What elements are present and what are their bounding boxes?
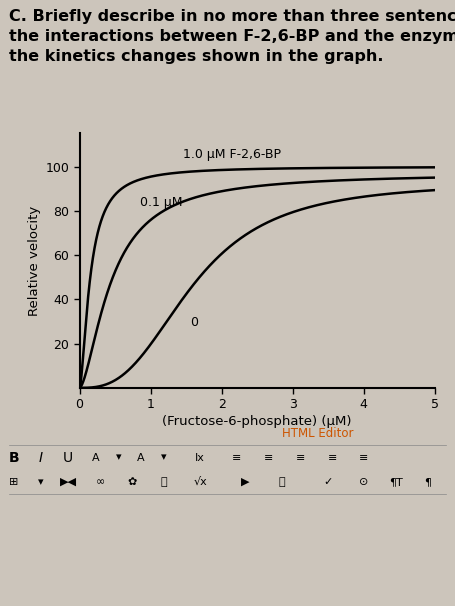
- Text: 🔗: 🔗: [279, 477, 285, 487]
- Text: HTML Editor: HTML Editor: [282, 427, 354, 440]
- Text: Ix: Ix: [195, 453, 205, 462]
- X-axis label: (Fructose-6-phosphate) (μM): (Fructose-6-phosphate) (μM): [162, 416, 352, 428]
- Text: ▶◀: ▶◀: [60, 477, 77, 487]
- Text: 0.1 μM: 0.1 μM: [140, 196, 182, 209]
- Text: ▾: ▾: [161, 453, 167, 462]
- Y-axis label: Relative velocity: Relative velocity: [28, 205, 41, 316]
- Text: ≡: ≡: [296, 453, 305, 462]
- Text: ≡: ≡: [264, 453, 273, 462]
- Text: U: U: [63, 450, 73, 465]
- Text: ∞: ∞: [96, 477, 105, 487]
- Text: ✿: ✿: [127, 477, 136, 487]
- Text: ¶T: ¶T: [389, 477, 403, 487]
- Text: B: B: [8, 450, 19, 465]
- Text: √x: √x: [193, 477, 207, 487]
- Text: ≡: ≡: [328, 453, 337, 462]
- Text: ▾: ▾: [116, 453, 121, 462]
- Text: ¶: ¶: [424, 477, 431, 487]
- Text: ⊞: ⊞: [9, 477, 18, 487]
- Text: 1.0 μM F-2,6-BP: 1.0 μM F-2,6-BP: [182, 148, 281, 161]
- Text: 🖼: 🖼: [161, 477, 167, 487]
- Text: C. Briefly describe in no more than three sentences how
the interactions between: C. Briefly describe in no more than thre…: [9, 9, 455, 64]
- Text: A: A: [137, 453, 145, 462]
- Text: ▶: ▶: [242, 477, 250, 487]
- Text: ≡: ≡: [359, 453, 369, 462]
- Text: I: I: [39, 450, 43, 465]
- Text: ≡: ≡: [232, 453, 241, 462]
- Text: A: A: [92, 453, 99, 462]
- Text: ⊙: ⊙: [359, 477, 369, 487]
- Text: 0: 0: [190, 316, 197, 329]
- Text: ▾: ▾: [38, 477, 44, 487]
- Text: ✓: ✓: [323, 477, 332, 487]
